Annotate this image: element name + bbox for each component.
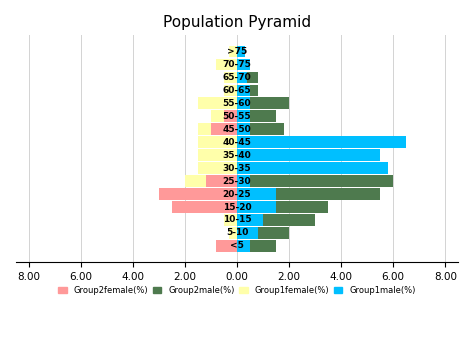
Bar — [159, 188, 237, 200]
Bar — [211, 123, 237, 135]
Bar — [237, 58, 250, 70]
Text: 5-10: 5-10 — [226, 228, 248, 237]
Bar — [198, 123, 237, 135]
Text: 30-35: 30-35 — [223, 164, 251, 173]
Bar — [237, 227, 289, 239]
Bar — [237, 111, 276, 122]
Text: 55-60: 55-60 — [223, 99, 251, 108]
Bar — [237, 162, 302, 174]
Bar — [198, 162, 237, 174]
Bar — [237, 201, 328, 213]
Bar — [229, 46, 237, 57]
Title: Population Pyramid: Population Pyramid — [163, 15, 311, 30]
Bar — [216, 58, 237, 70]
Text: 35-40: 35-40 — [223, 151, 251, 160]
Text: >75: >75 — [227, 47, 247, 56]
Bar — [237, 97, 289, 109]
Bar — [237, 84, 250, 96]
Bar — [237, 214, 315, 226]
Bar — [216, 240, 237, 252]
Bar — [211, 111, 237, 122]
Text: <5: <5 — [230, 241, 244, 250]
Bar — [237, 240, 250, 252]
Bar — [237, 46, 245, 57]
Bar — [237, 84, 258, 96]
Text: 70-75: 70-75 — [223, 60, 251, 69]
Bar — [237, 188, 276, 200]
Bar — [237, 240, 276, 252]
Text: 50-55: 50-55 — [223, 112, 251, 121]
Bar — [198, 97, 237, 109]
Bar — [237, 123, 250, 135]
Bar — [237, 149, 289, 161]
Bar — [237, 162, 388, 174]
Bar — [237, 58, 250, 70]
Bar — [198, 136, 237, 148]
Bar — [237, 175, 393, 187]
Bar — [198, 149, 237, 161]
Text: 15-20: 15-20 — [223, 202, 251, 212]
Bar — [185, 175, 237, 187]
Bar — [237, 72, 258, 83]
Bar — [237, 175, 250, 187]
Text: 10-15: 10-15 — [223, 215, 251, 224]
Text: 45-50: 45-50 — [223, 125, 251, 134]
Bar — [224, 214, 237, 226]
Text: 20-25: 20-25 — [223, 190, 251, 198]
Text: 25-30: 25-30 — [223, 176, 251, 186]
Bar — [206, 175, 237, 187]
Bar — [237, 72, 247, 83]
Bar — [237, 227, 258, 239]
Bar — [185, 188, 237, 200]
Bar — [237, 149, 380, 161]
Legend: Group2female(%), Group2male(%), Group1female(%), Group1male(%): Group2female(%), Group2male(%), Group1fe… — [57, 284, 417, 297]
Bar — [224, 84, 237, 96]
Bar — [237, 111, 250, 122]
Bar — [237, 46, 245, 57]
Text: 65-70: 65-70 — [223, 73, 251, 82]
Bar — [224, 72, 237, 83]
Bar — [237, 201, 276, 213]
Bar — [237, 188, 380, 200]
Bar — [172, 201, 237, 213]
Bar — [237, 97, 250, 109]
Bar — [237, 214, 263, 226]
Bar — [237, 136, 289, 148]
Text: 40-45: 40-45 — [223, 138, 251, 147]
Bar — [237, 136, 406, 148]
Bar — [224, 201, 237, 213]
Bar — [229, 227, 237, 239]
Text: 60-65: 60-65 — [223, 86, 251, 95]
Bar — [224, 111, 237, 122]
Bar — [237, 123, 284, 135]
